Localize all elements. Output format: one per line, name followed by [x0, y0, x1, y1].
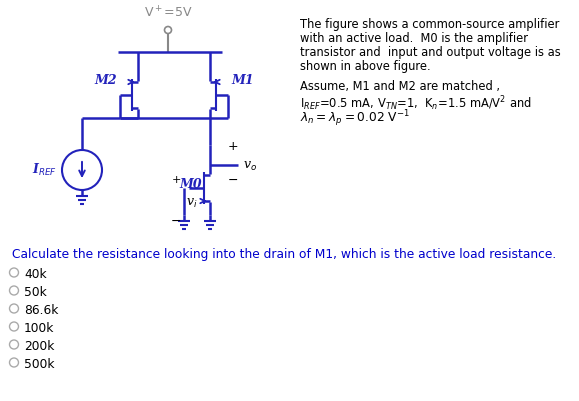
Text: +: +	[228, 140, 239, 153]
Text: The figure shows a common-source amplifier: The figure shows a common-source amplifi…	[300, 18, 559, 31]
Text: v$_o$: v$_o$	[243, 160, 257, 173]
Text: shown in above figure.: shown in above figure.	[300, 60, 431, 73]
Text: Calculate the resistance looking into the drain of M1, which is the active load : Calculate the resistance looking into th…	[12, 248, 556, 261]
Text: 500k: 500k	[24, 358, 54, 371]
Text: M2: M2	[94, 73, 117, 87]
Text: 50k: 50k	[24, 286, 47, 299]
Text: −: −	[171, 215, 181, 227]
Text: 200k: 200k	[24, 340, 54, 353]
Text: $\lambda_n = \lambda_p = 0.02$ V$^{-1}$: $\lambda_n = \lambda_p = 0.02$ V$^{-1}$	[300, 108, 410, 129]
Text: 100k: 100k	[24, 322, 54, 335]
Text: 86.6k: 86.6k	[24, 304, 58, 317]
Text: M1: M1	[231, 73, 254, 87]
Text: 40k: 40k	[24, 268, 47, 281]
Text: M0: M0	[179, 178, 202, 190]
Text: I$_{REF}$=0.5 mA, V$_{TN}$=1,  K$_n$=1.5 mA/V$^2$ and: I$_{REF}$=0.5 mA, V$_{TN}$=1, K$_n$=1.5 …	[300, 94, 532, 113]
Text: +: +	[171, 175, 181, 185]
Text: v$_i$: v$_i$	[186, 196, 198, 210]
Text: Assume, M1 and M2 are matched ,: Assume, M1 and M2 are matched ,	[300, 80, 500, 93]
Text: transistor and  input and output voltage is as: transistor and input and output voltage …	[300, 46, 560, 59]
Text: −: −	[228, 174, 238, 187]
Text: with an active load.  M0 is the amplifier: with an active load. M0 is the amplifier	[300, 32, 528, 45]
Text: I$_{REF}$: I$_{REF}$	[32, 162, 57, 178]
Text: V$^+$=5V: V$^+$=5V	[144, 5, 192, 20]
